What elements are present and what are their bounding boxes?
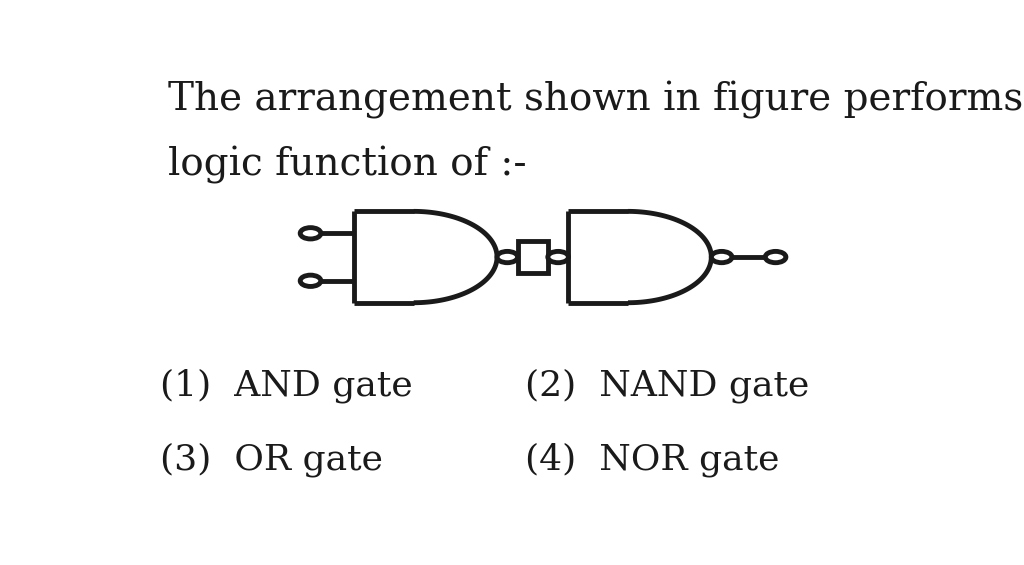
Circle shape [765,251,785,263]
Circle shape [548,251,568,263]
Circle shape [300,275,321,286]
Circle shape [497,251,518,263]
Text: (1)  AND gate: (1) AND gate [160,368,413,402]
Text: (3)  OR gate: (3) OR gate [160,442,383,476]
Bar [518,241,548,273]
Circle shape [712,251,732,263]
Text: (4)  NOR gate: (4) NOR gate [524,442,779,476]
Text: logic function of :-: logic function of :- [168,146,526,184]
Text: (2)  NAND gate: (2) NAND gate [524,368,809,402]
Circle shape [300,228,321,239]
Text: The arrangement shown in figure performs the: The arrangement shown in figure performs… [168,81,1024,119]
